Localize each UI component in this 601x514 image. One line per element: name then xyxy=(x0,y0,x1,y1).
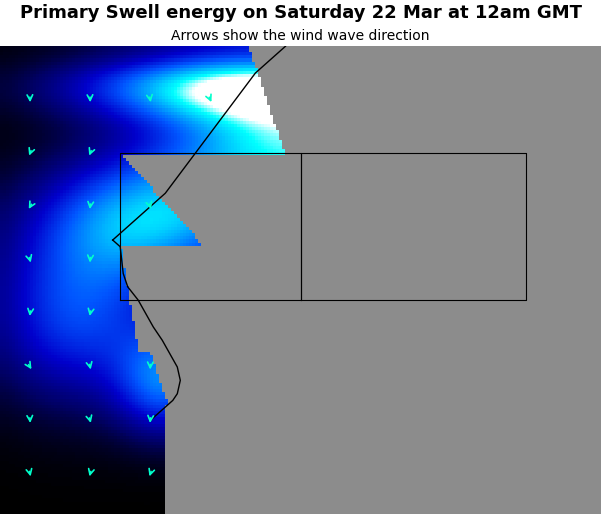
Text: Arrows show the wind wave direction: Arrows show the wind wave direction xyxy=(171,29,430,43)
Text: Primary Swell energy on Saturday 22 Mar at 12am GMT: Primary Swell energy on Saturday 22 Mar … xyxy=(19,4,582,22)
